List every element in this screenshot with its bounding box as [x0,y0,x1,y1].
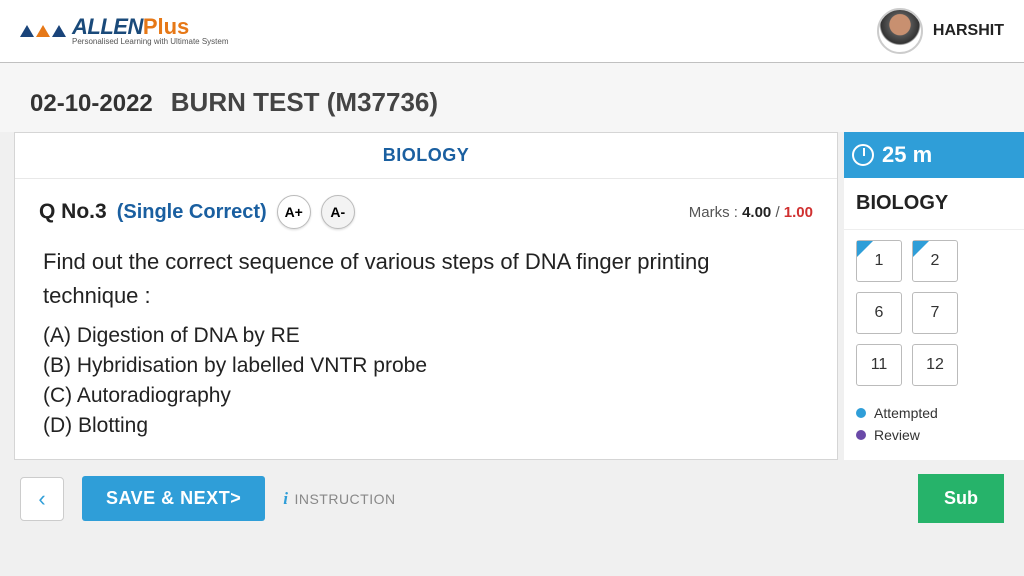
legend-attempted: Attempted [874,405,938,421]
palette-item[interactable]: 1 [856,240,902,282]
font-increase-button[interactable]: A+ [277,195,311,229]
question-panel: BIOLOGY Q No.3 (Single Correct) A+ A- Ma… [14,132,838,460]
save-next-button[interactable]: SAVE & NEXT> [82,476,265,521]
brand-name: ALLEN [72,14,143,39]
avatar[interactable] [877,8,923,54]
timer-bar: 25 m [844,132,1024,178]
option-b[interactable]: (B) Hybridisation by labelled VNTR probe [43,351,809,381]
subject-bar: BIOLOGY [15,133,837,179]
timer-icon [852,144,874,166]
palette-item[interactable]: 6 [856,292,902,334]
option-c[interactable]: (C) Autoradiography [43,381,809,411]
chevron-left-icon: ‹ [38,486,45,512]
info-icon: i [283,489,288,509]
brand-suffix: Plus [143,14,189,39]
app-header: ALLENPlus Personalised Learning with Ult… [0,0,1024,63]
palette-item[interactable]: 11 [856,344,902,386]
question-palette: 1 2 6 7 11 12 [844,230,1024,396]
palette-item[interactable]: 7 [912,292,958,334]
font-decrease-button[interactable]: A- [321,195,355,229]
side-panel: 25 m BIOLOGY 1 2 6 7 11 12 Attempted Rev… [844,132,1024,460]
timer-value: 25 m [882,142,932,168]
user-name: HARSHIT [933,22,1004,40]
dot-icon [856,430,866,440]
instruction-button[interactable]: i INSTRUCTION [283,489,395,509]
brand-tagline: Personalised Learning with Ultimate Syst… [72,38,229,46]
question-text: Find out the correct sequence of various… [43,245,809,313]
side-subject: BIOLOGY [844,178,1024,230]
marks-separator: / [775,204,779,221]
marks-display: Marks : 4.00 / 1.00 [689,204,813,221]
instruction-label: INSTRUCTION [294,491,395,507]
footer-toolbar: ‹ SAVE & NEXT> i INSTRUCTION Sub [0,460,1024,523]
palette-legend: Attempted Review [844,396,1024,452]
test-title: BURN TEST (M37736) [171,87,438,118]
palette-item[interactable]: 2 [912,240,958,282]
option-a[interactable]: (A) Digestion of DNA by RE [43,321,809,351]
question-number: Q No.3 [39,200,107,224]
user-section[interactable]: HARSHIT [877,8,1004,54]
question-type: (Single Correct) [117,201,267,224]
prev-button[interactable]: ‹ [20,477,64,521]
palette-item[interactable]: 12 [912,344,958,386]
submit-button[interactable]: Sub [918,474,1004,523]
marks-label: Marks : [689,204,738,221]
marks-negative: 1.00 [784,204,813,221]
legend-review: Review [874,427,920,443]
dot-icon [856,408,866,418]
test-header: 02-10-2022 BURN TEST (M37736) [0,63,1024,132]
test-date: 02-10-2022 [30,90,153,118]
brand-logo: ALLENPlus Personalised Learning with Ult… [20,16,229,46]
option-d[interactable]: (D) Blotting [43,411,809,441]
logo-icon [20,25,66,37]
marks-positive: 4.00 [742,204,771,221]
